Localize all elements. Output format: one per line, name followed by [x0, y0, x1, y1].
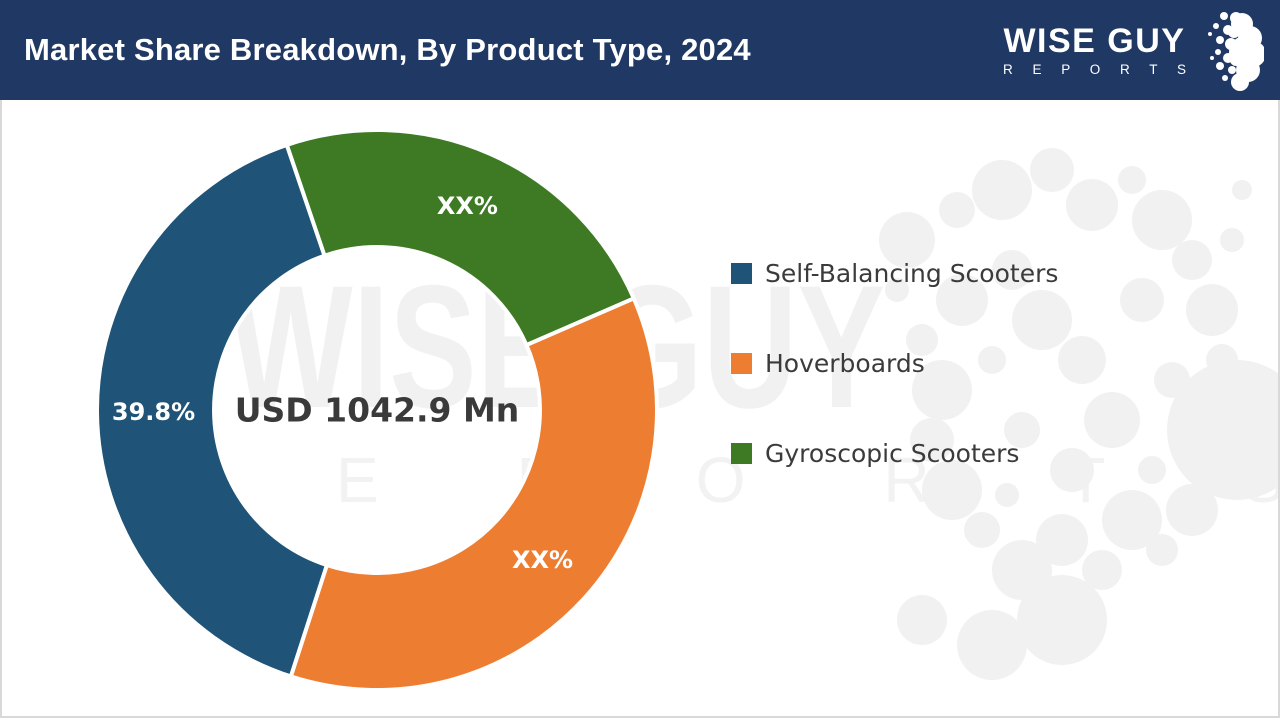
page-title: Market Share Breakdown, By Product Type,… [24, 32, 751, 67]
header-bar: Market Share Breakdown, By Product Type,… [0, 0, 1280, 100]
legend: Self-Balancing Scooters Hoverboards Gyro… [731, 256, 1058, 526]
legend-item-self-balancing-scooters: Self-Balancing Scooters [731, 256, 1058, 290]
legend-swatch-green [731, 442, 752, 464]
legend-item-gyroscopic-scooters: Gyroscopic Scooters [731, 436, 1058, 470]
logo-wordmark: WISE GUY [1003, 21, 1186, 60]
logo-face-icon [1208, 12, 1264, 91]
wiseguy-logo: WISE GUY R E P O R T S [995, 8, 1264, 92]
donut-chart [95, 128, 659, 692]
legend-item-hoverboards: Hoverboards [731, 346, 1058, 380]
logo-subtitle: R E P O R T S [1002, 61, 1194, 77]
donut-slice-self-balancing-scooters [95, 142, 329, 679]
legend-label: Hoverboards [765, 348, 925, 378]
legend-label: Gyroscopic Scooters [765, 438, 1020, 468]
donut-slice-gyroscopic-scooters [284, 128, 636, 348]
donut-center-value: USD 1042.9 Mn [234, 390, 520, 430]
legend-label: Self-Balancing Scooters [765, 258, 1059, 288]
legend-swatch-orange [731, 352, 752, 374]
legend-swatch-blue [731, 262, 752, 284]
donut-slice-hoverboards [288, 296, 659, 692]
chart-area: WISE GUY R E P O R T S XX% XX% 3 [0, 100, 1280, 718]
